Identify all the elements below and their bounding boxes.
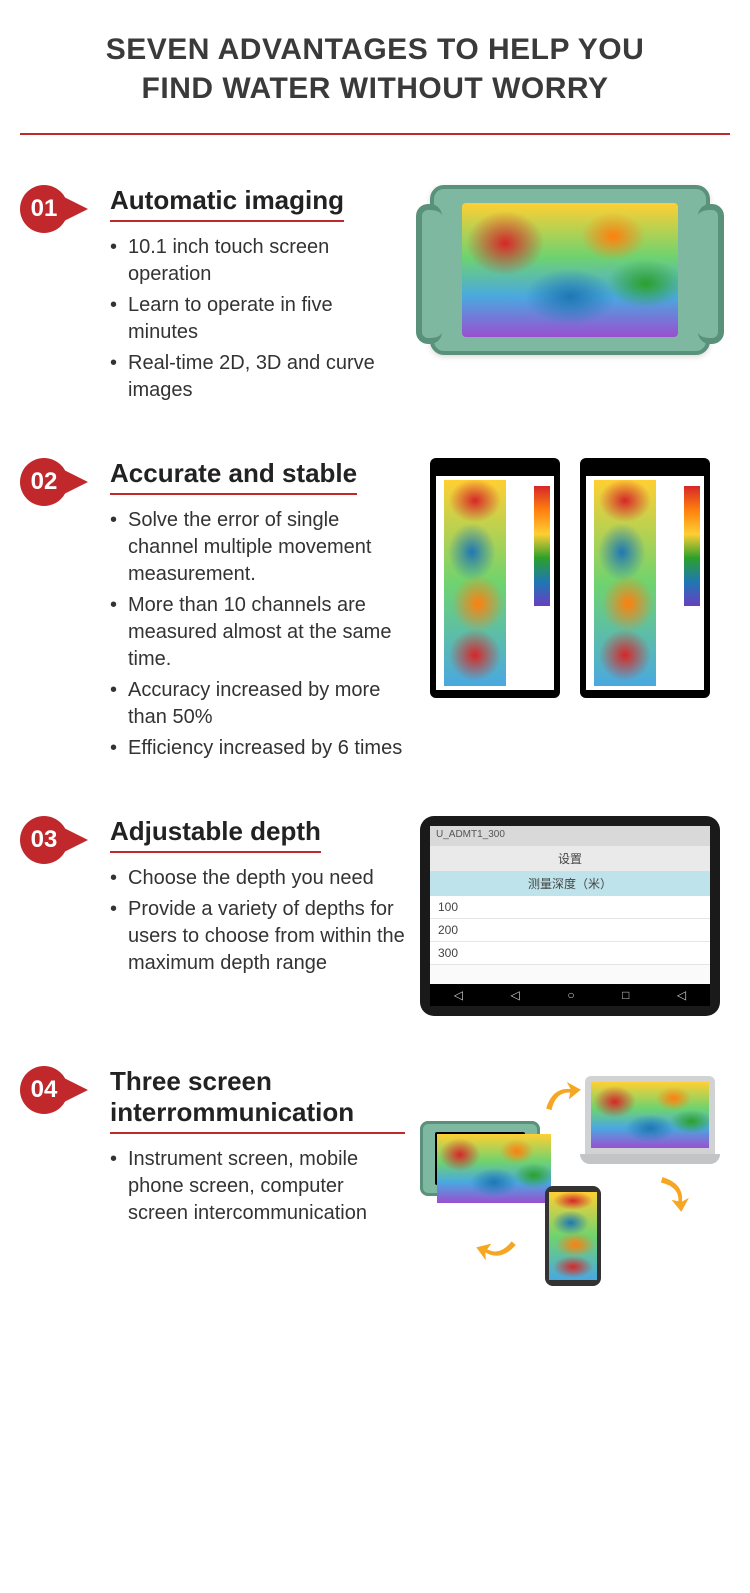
feature-bullet: More than 10 channels are measured almos… <box>110 592 405 673</box>
item-title: Adjustable depth <box>110 816 321 853</box>
sync-arrow-icon <box>641 1162 699 1220</box>
sync-arrow-icon <box>531 1072 589 1130</box>
feature-bullet: Choose the depth you need <box>110 865 405 892</box>
tablet-mockup: U_ADMT1_300 设置 测量深度（米） 100200300 ◁◁○□◁ <box>420 816 720 1016</box>
page-title: SEVEN ADVANTAGES TO HELP YOU FIND WATER … <box>40 30 710 108</box>
header-divider <box>20 133 730 135</box>
depth-option[interactable]: 200 <box>430 919 710 942</box>
three-screen-diagram <box>420 1066 720 1286</box>
feature-bullet: Efficiency increased by 6 times <box>110 735 405 762</box>
tablet-subtitle: 测量深度（米） <box>430 871 710 896</box>
item-image: U_ADMT1_300 设置 测量深度（米） 100200300 ◁◁○□◁ <box>420 816 720 1016</box>
sync-arrow-icon <box>469 1215 530 1276</box>
item-title: Three screen interrommunication <box>110 1066 405 1134</box>
item-image <box>420 458 720 766</box>
badge-arrow-icon <box>60 826 88 854</box>
number-badge: 03 <box>20 816 95 856</box>
depth-option[interactable]: 100 <box>430 896 710 919</box>
item-title: Accurate and stable <box>110 458 357 495</box>
bullet-list: Choose the depth you need Provide a varie… <box>110 865 405 977</box>
depth-option[interactable]: 300 <box>430 942 710 965</box>
number-badge: 02 <box>20 458 95 498</box>
item-title: Automatic imaging <box>110 185 344 222</box>
badge-arrow-icon <box>60 468 88 496</box>
laptop-icon <box>580 1076 720 1166</box>
bullet-list: Instrument screen, mobile phone screen, … <box>110 1146 405 1227</box>
badge-arrow-icon <box>60 1076 88 1104</box>
bullet-list: Solve the error of single channel multip… <box>110 507 405 762</box>
feature-bullet: Accuracy increased by more than 50% <box>110 677 405 731</box>
item-image <box>420 185 720 408</box>
advantage-item: 03 Adjustable depth Choose the depth you… <box>0 796 750 1046</box>
badge-arrow-icon <box>60 195 88 223</box>
feature-bullet: Instrument screen, mobile phone screen, … <box>110 1146 405 1227</box>
advantage-item: 02 Accurate and stable Solve the error o… <box>0 438 750 796</box>
phone-mockup <box>580 458 710 698</box>
title-line-2: FIND WATER WITHOUT WORRY <box>142 72 609 105</box>
number-badge: 04 <box>20 1066 95 1106</box>
android-navbar: ◁◁○□◁ <box>430 984 710 1006</box>
item-image <box>420 1066 720 1286</box>
phone-mockup <box>430 458 560 698</box>
page-header: SEVEN ADVANTAGES TO HELP YOU FIND WATER … <box>0 0 750 128</box>
feature-bullet: Provide a variety of depths for users to… <box>110 896 405 977</box>
tablet-title: 设置 <box>430 846 710 871</box>
feature-bullet: Real-time 2D, 3D and curve images <box>110 350 405 404</box>
bullet-list: 10.1 inch touch screen operationLearn to… <box>110 234 405 404</box>
phone-pair <box>430 458 710 698</box>
device-mockup <box>430 185 710 355</box>
feature-bullet: Solve the error of single channel multip… <box>110 507 405 588</box>
feature-bullet: 10.1 inch touch screen operation <box>110 234 405 288</box>
mini-device-icon <box>420 1121 540 1196</box>
advantage-item: 04 Three screen interrommunication Instr… <box>0 1046 750 1316</box>
advantage-item: 01 Automatic imaging 10.1 inch touch scr… <box>0 165 750 438</box>
feature-bullet: Learn to operate in five minutes <box>110 292 405 346</box>
number-badge: 01 <box>20 185 95 225</box>
mobile-icon <box>545 1186 601 1286</box>
tablet-topbar: U_ADMT1_300 <box>430 826 710 846</box>
title-line-1: SEVEN ADVANTAGES TO HELP YOU <box>106 33 645 66</box>
heatmap-image <box>462 203 678 337</box>
